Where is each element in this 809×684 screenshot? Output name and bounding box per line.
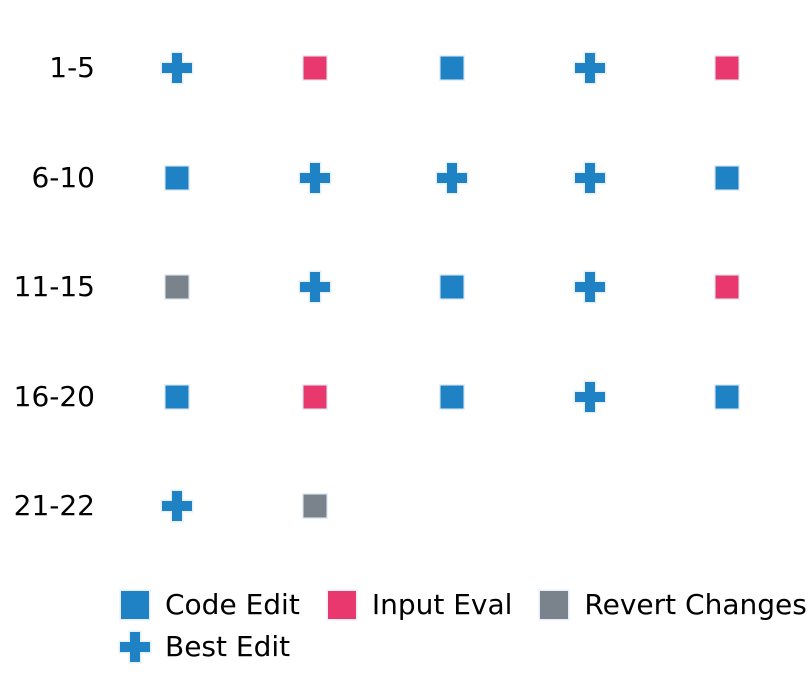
legend-item-best-edit: Best Edit xyxy=(118,630,290,664)
marker-best-edit xyxy=(160,489,194,523)
marker-best-edit xyxy=(298,161,332,195)
marker-revert-changes xyxy=(298,489,332,523)
legend-label: Revert Changes xyxy=(584,588,807,621)
row-label: 1-5 xyxy=(49,51,95,84)
marker-best-edit xyxy=(298,270,332,304)
legend: Code Edit Input Eval Revert Changes Best Ed… xyxy=(118,588,807,672)
marker-code-edit xyxy=(710,161,744,195)
best-edit-plus-icon xyxy=(118,630,152,664)
marker-revert-changes xyxy=(160,270,194,304)
marker-code-edit xyxy=(435,380,469,414)
marker-best-edit xyxy=(573,161,607,195)
row-label: 21-22 xyxy=(13,489,95,522)
legend-item-revert-changes: Revert Changes xyxy=(537,588,807,622)
marker-input-eval xyxy=(298,380,332,414)
marker-code-edit xyxy=(435,270,469,304)
code-edit-square-icon xyxy=(118,588,152,622)
marker-input-eval xyxy=(710,270,744,304)
revert-changes-square-icon xyxy=(537,588,571,622)
legend-item-input-eval: Input Eval xyxy=(325,588,513,622)
marker-best-edit xyxy=(573,380,607,414)
marker-best-edit xyxy=(573,270,607,304)
marker-code-edit xyxy=(160,161,194,195)
legend-label: Best Edit xyxy=(165,630,291,663)
marker-code-edit xyxy=(160,380,194,414)
input-eval-square-icon xyxy=(325,588,359,622)
legend-label: Input Eval xyxy=(371,588,513,621)
legend-item-code-edit: Code Edit xyxy=(118,588,300,622)
marker-code-edit xyxy=(435,51,469,85)
row-label: 6-10 xyxy=(31,160,95,194)
legend-row: Best Edit xyxy=(118,630,807,664)
row-label: 11-15 xyxy=(13,270,95,303)
marker-best-edit xyxy=(160,51,194,85)
marker-best-edit xyxy=(573,51,607,85)
legend-label: Code Edit xyxy=(165,588,300,621)
row-label: 16-20 xyxy=(13,379,95,413)
marker-input-eval xyxy=(298,51,332,85)
marker-input-eval xyxy=(710,51,744,85)
marker-code-edit xyxy=(710,380,744,414)
legend-row: Code Edit Input Eval Revert Changes xyxy=(118,588,807,622)
marker-best-edit xyxy=(435,161,469,195)
